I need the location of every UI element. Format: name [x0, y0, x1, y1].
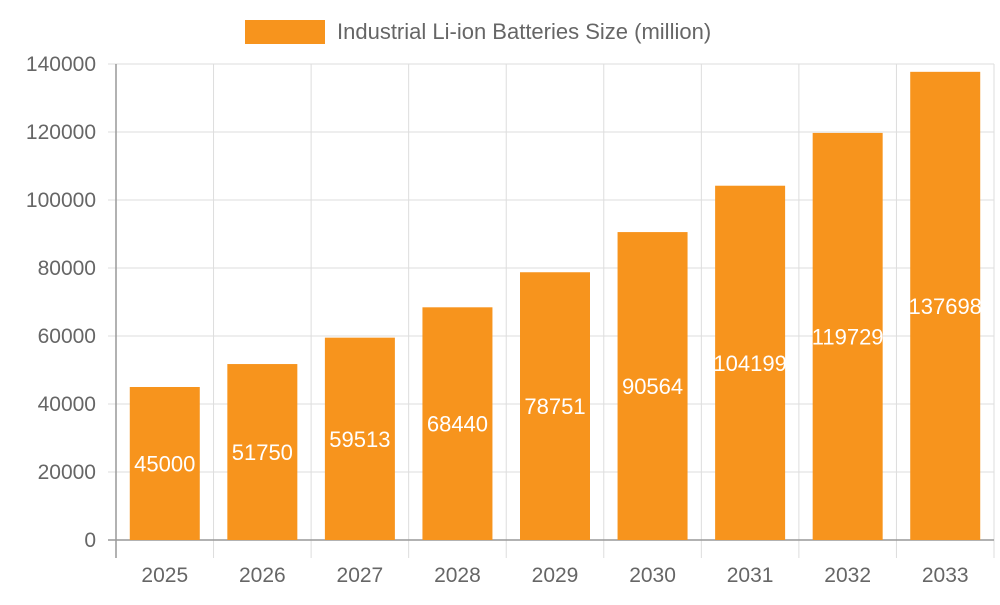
- y-tick-label: 0: [84, 529, 96, 552]
- bar: [910, 71, 981, 541]
- x-tick-label: 2029: [532, 564, 579, 587]
- data-label: 137698: [909, 294, 982, 319]
- y-tick-label: 20000: [38, 461, 96, 484]
- y-tick-label: 40000: [38, 393, 96, 416]
- data-label: 90564: [622, 374, 683, 399]
- data-label: 68440: [427, 412, 488, 437]
- x-tick-label: 2027: [337, 564, 384, 587]
- x-tick-label: 2026: [239, 564, 286, 587]
- x-tick-label: 2028: [434, 564, 481, 587]
- x-tick-label: 2030: [629, 564, 676, 587]
- y-tick-label: 120000: [26, 121, 96, 144]
- data-label: 78751: [524, 394, 585, 419]
- x-tick-label: 2031: [727, 564, 774, 587]
- y-tick-label: 80000: [38, 257, 96, 280]
- data-label: 104199: [713, 351, 786, 376]
- bar: [520, 272, 590, 540]
- y-tick-label: 100000: [26, 189, 96, 212]
- bar: [617, 232, 688, 540]
- data-label: 119729: [812, 324, 884, 349]
- x-tick-label: 2032: [824, 564, 871, 587]
- bar: [812, 132, 883, 541]
- x-tick-label: 2033: [922, 564, 969, 587]
- legend-swatch: [245, 20, 325, 44]
- bar: [227, 364, 298, 540]
- bar: [129, 387, 200, 540]
- data-label: 45000: [134, 452, 195, 477]
- y-tick-label: 60000: [38, 325, 96, 348]
- data-label: 51750: [232, 440, 293, 465]
- bar: [715, 185, 786, 541]
- legend-label: Industrial Li-ion Batteries Size (millio…: [337, 19, 711, 44]
- x-tick-label: 2025: [141, 564, 188, 587]
- y-tick-label: 140000: [26, 53, 96, 76]
- data-label: 59513: [329, 427, 390, 452]
- bar: [324, 337, 395, 540]
- bar: [422, 307, 493, 540]
